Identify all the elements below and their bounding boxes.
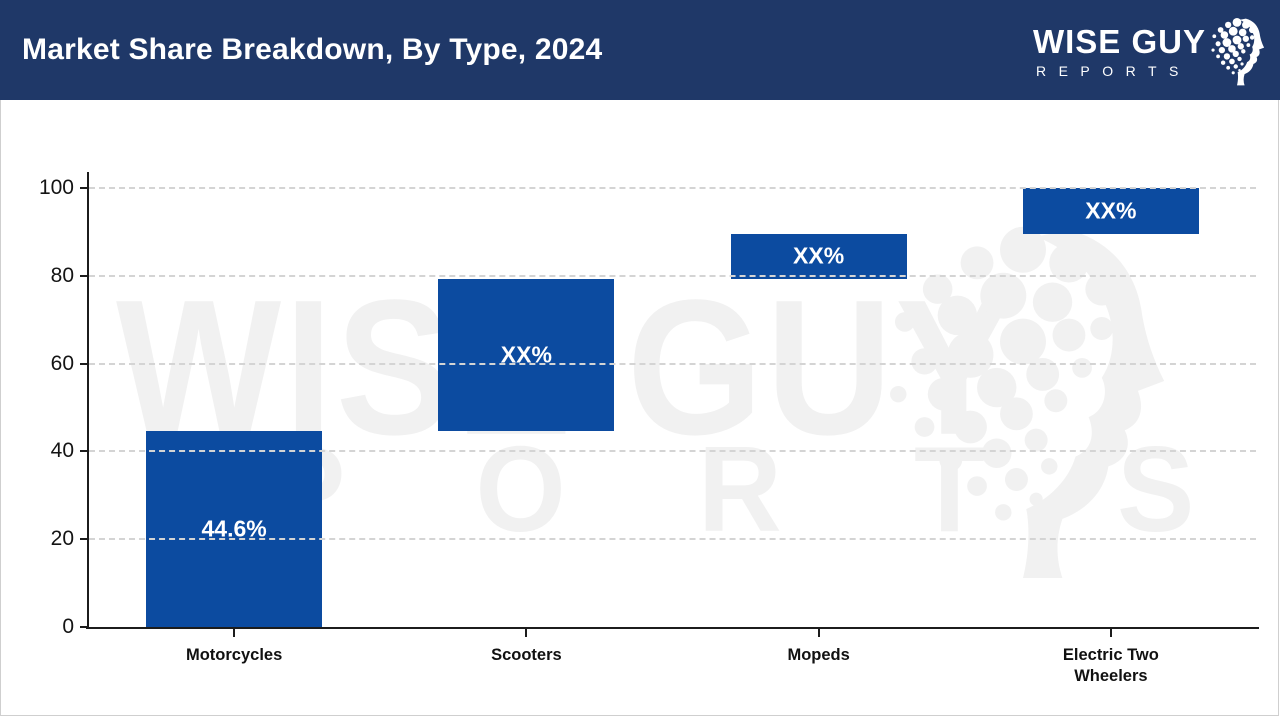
y-axis-tick (80, 187, 88, 189)
bar-value-label: XX% (500, 341, 552, 368)
y-axis-tick (80, 274, 88, 277)
x-axis-category-label: Mopeds (787, 646, 850, 664)
header-bar: Market Share Breakdown, By Type, 2024 (0, 0, 1280, 100)
gridline-100 (89, 187, 1256, 189)
bar-value-label: XX% (1085, 197, 1137, 224)
gridline-80 (89, 274, 1256, 277)
logo-head-icon (1211, 17, 1265, 86)
x-axis-tick (1109, 629, 1112, 637)
y-axis-tick (80, 362, 88, 365)
y-axis-tick-label: 0 (62, 615, 74, 638)
chart-border-frame (0, 100, 1279, 716)
gridline-20 (89, 538, 1256, 541)
logo-subtitle: REPORTS (1035, 63, 1191, 79)
gridline-60 (89, 362, 1256, 365)
y-axis-tick-label: 100 (38, 176, 74, 199)
bar-electric-two-wheelers (1022, 188, 1199, 234)
wise-guy-logo: WISE GUY REPORTS (1033, 10, 1266, 94)
gridline-40 (89, 450, 1256, 453)
logo-text: WISE GUY REPORTS (1033, 25, 1206, 79)
y-axis-tick-label: 60 (50, 351, 74, 375)
logo-wordmark: WISE GUY (1032, 23, 1206, 60)
bar-motorcycles (146, 431, 323, 627)
y-axis-tick (80, 538, 88, 541)
x-axis-category-label: Motorcycles (185, 646, 283, 664)
y-axis-tick-label: 40 (50, 439, 74, 463)
bar-mopeds (730, 233, 907, 279)
x-axis-tick (817, 629, 820, 637)
y-axis-tick (80, 450, 88, 453)
x-axis-category-label: Electric Two Wheelers (1062, 646, 1159, 686)
bar-value-label: 44.6% (201, 515, 267, 542)
y-axis-tick-label: 80 (50, 263, 74, 287)
page-title: Market Share Breakdown, By Type, 2024 (22, 33, 603, 66)
x-axis-line (86, 627, 1259, 629)
y-axis-tick-label: 20 (50, 527, 74, 551)
bar-value-label: XX% (793, 242, 845, 269)
y-axis-tick (80, 626, 88, 628)
x-axis-tick (233, 629, 236, 637)
x-axis-category-label: Scooters (491, 646, 562, 664)
bar-scooters (438, 278, 615, 432)
x-axis-tick (525, 629, 528, 637)
y-axis-line (87, 172, 89, 629)
